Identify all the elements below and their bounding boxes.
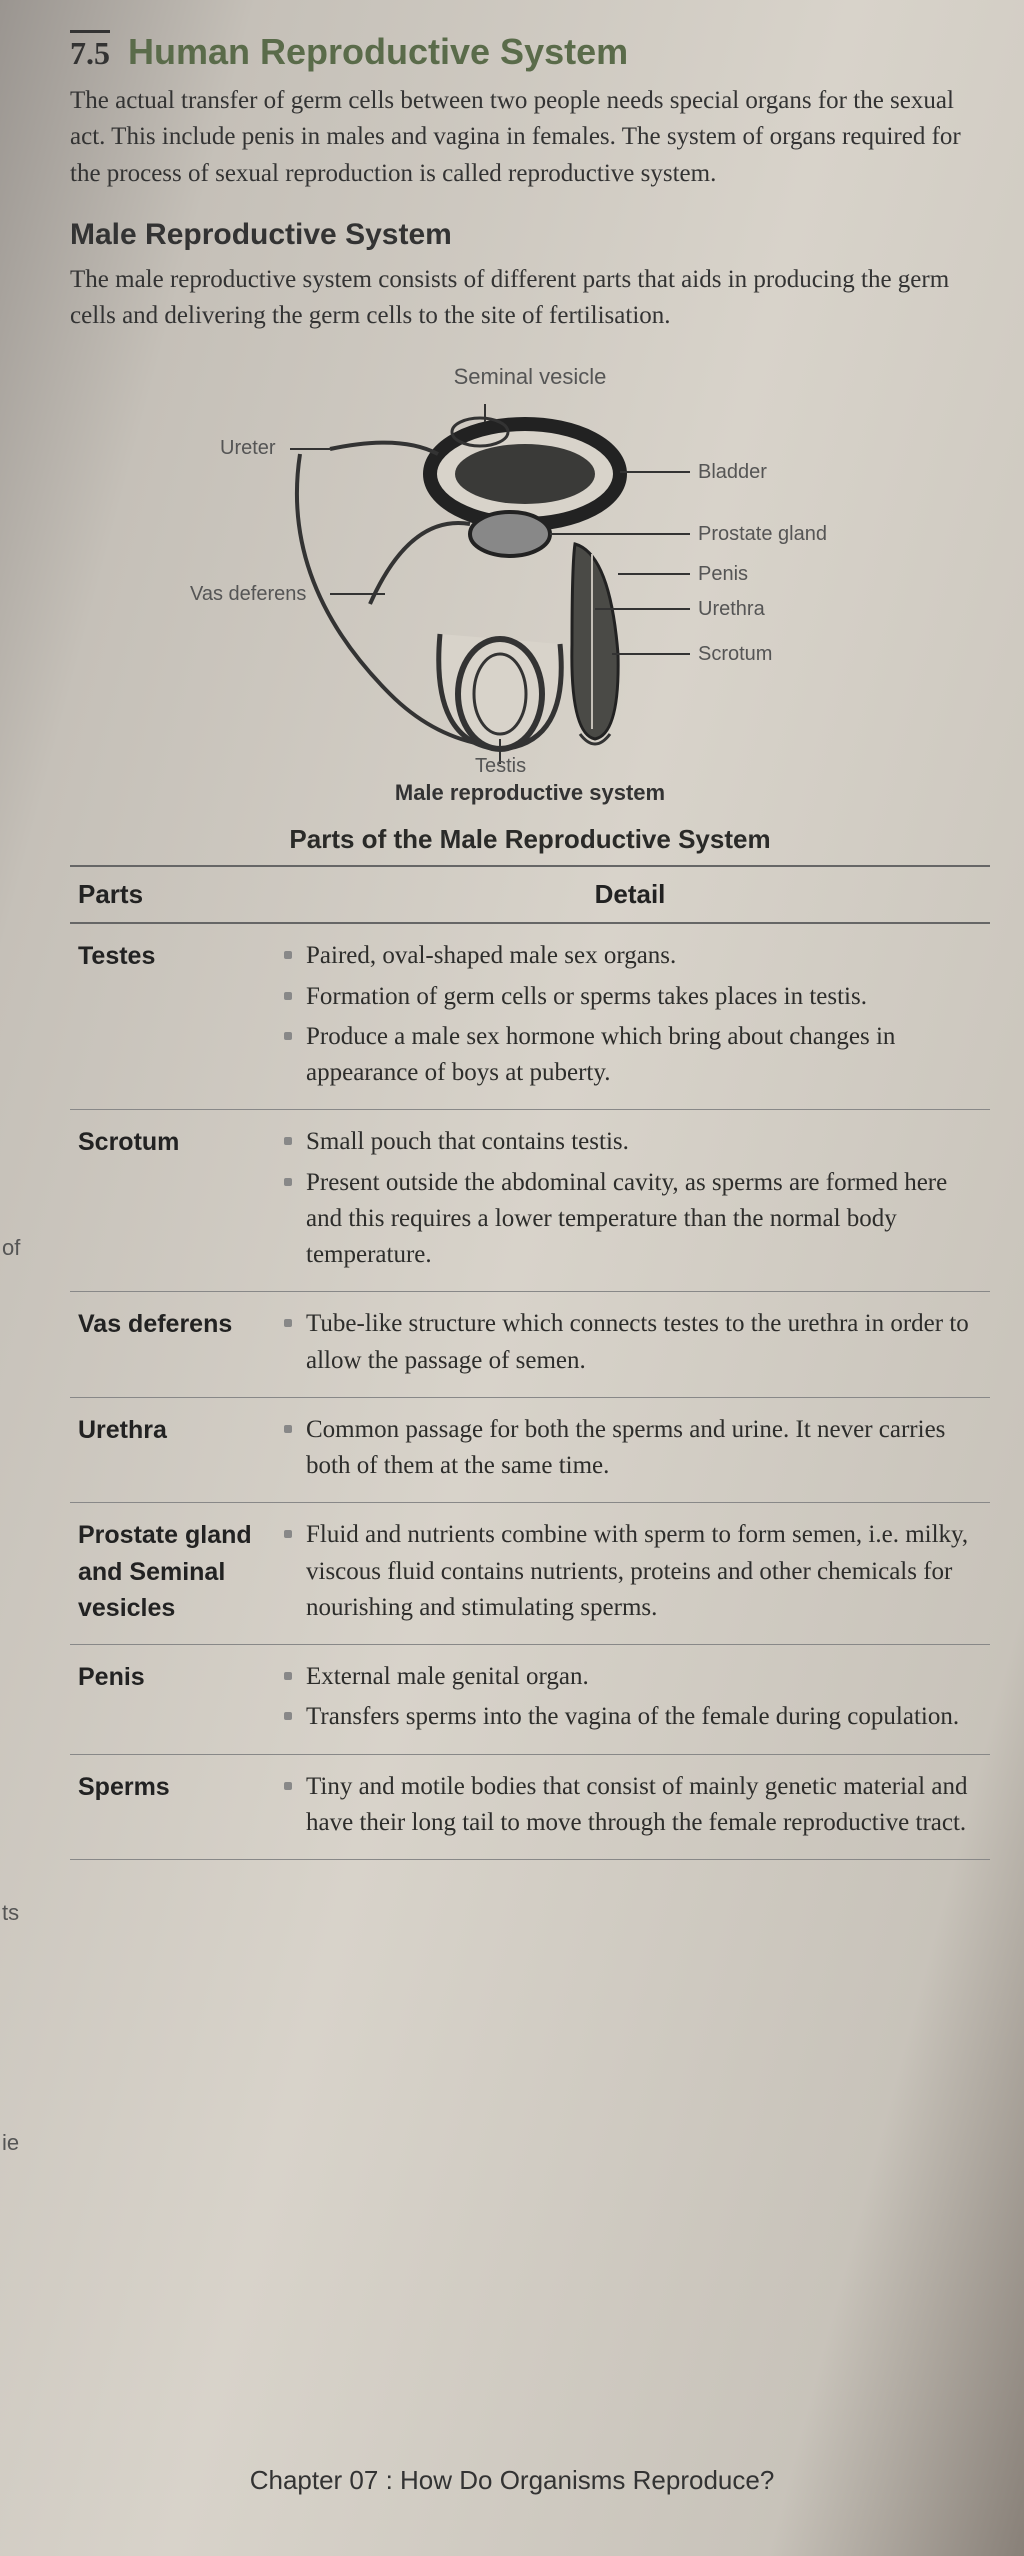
diagram-container: Seminal vesicle [180, 364, 880, 806]
part-name: Prostate gland and Seminal vesicles [70, 1503, 270, 1645]
detail-bullet: Tiny and motile bodies that consist of m… [278, 1769, 982, 1842]
intro-paragraph: The actual transfer of germ cells betwee… [70, 83, 990, 192]
label-penis: Penis [698, 563, 748, 585]
label-vasdeferens: Vas deferens [190, 583, 306, 605]
part-name: Vas deferens [70, 1292, 270, 1398]
table-title: Parts of the Male Reproductive System [70, 824, 990, 867]
detail-bullet: Small pouch that contains testis. [278, 1124, 982, 1160]
detail-bullet: Produce a male sex hormone which bring a… [278, 1019, 982, 1092]
part-name: Penis [70, 1645, 270, 1755]
part-detail: Tube-like structure which connects teste… [270, 1292, 990, 1398]
section-number: 7.5 [70, 30, 110, 72]
part-detail: External male genital organ. Transfers sp… [270, 1645, 990, 1755]
part-detail: Small pouch that contains testis. Present… [270, 1110, 990, 1292]
margin-fragment: ie [2, 2130, 19, 2156]
table-row: ScrotumSmall pouch that contains testis.… [70, 1110, 990, 1292]
table-row: SpermsTiny and motile bodies that consis… [70, 1754, 990, 1860]
part-name: Urethra [70, 1397, 270, 1503]
label-prostate: Prostate gland [698, 523, 827, 545]
part-detail: Common passage for both the sperms and u… [270, 1397, 990, 1503]
detail-bullet: Transfers sperms into the vagina of the … [278, 1699, 982, 1735]
part-detail: Tiny and motile bodies that consist of m… [270, 1754, 990, 1860]
parts-table: Parts Detail TestesPaired, oval-shaped m… [70, 867, 990, 1860]
label-urethra: Urethra [698, 598, 766, 620]
diagram-caption: Male reproductive system [180, 780, 880, 806]
col-parts: Parts [70, 867, 270, 923]
diagram-top-label: Seminal vesicle [180, 364, 880, 390]
label-testis: Testis [475, 755, 526, 774]
label-scrotum: Scrotum [698, 643, 772, 665]
detail-bullet: Common passage for both the sperms and u… [278, 1412, 982, 1485]
detail-bullet: Tube-like structure which connects teste… [278, 1306, 982, 1379]
table-row: PenisExternal male genital organ. Transfe… [70, 1645, 990, 1755]
part-detail: Paired, oval-shaped male sex organs. Form… [270, 923, 990, 1110]
margin-fragment: ts [2, 1900, 19, 1926]
label-ureter: Ureter [220, 437, 276, 459]
page-content: 7.5 Human Reproductive System The actual… [70, 30, 990, 1860]
detail-bullet: Present outside the abdominal cavity, as… [278, 1165, 982, 1274]
part-name: Scrotum [70, 1110, 270, 1292]
chapter-footer: Chapter 07 : How Do Organisms Reproduce? [0, 2465, 1024, 2496]
label-bladder: Bladder [698, 461, 767, 483]
detail-bullet: External male genital organ. [278, 1659, 982, 1695]
part-name: Testes [70, 923, 270, 1110]
part-name: Sperms [70, 1754, 270, 1860]
margin-fragment: of [2, 1235, 20, 1261]
col-detail: Detail [270, 867, 990, 923]
detail-bullet: Paired, oval-shaped male sex organs. [278, 938, 982, 974]
detail-bullet: Formation of germ cells or sperms takes … [278, 979, 982, 1015]
table-row: UrethraCommon passage for both the sperm… [70, 1397, 990, 1503]
reproductive-diagram: Bladder Prostate gland Penis Urethra Scr… [180, 394, 880, 774]
part-detail: Fluid and nutrients combine with sperm t… [270, 1503, 990, 1645]
male-heading: Male Reproductive System [70, 218, 990, 252]
section-header: 7.5 Human Reproductive System [70, 30, 990, 73]
table-row: TestesPaired, oval-shaped male sex organ… [70, 923, 990, 1110]
table-row: Vas deferensTube-like structure which co… [70, 1292, 990, 1398]
table-row: Prostate gland and Seminal vesiclesFluid… [70, 1503, 990, 1645]
male-paragraph: The male reproductive system consists of… [70, 262, 990, 335]
section-title: Human Reproductive System [128, 31, 628, 72]
detail-bullet: Fluid and nutrients combine with sperm t… [278, 1517, 982, 1626]
